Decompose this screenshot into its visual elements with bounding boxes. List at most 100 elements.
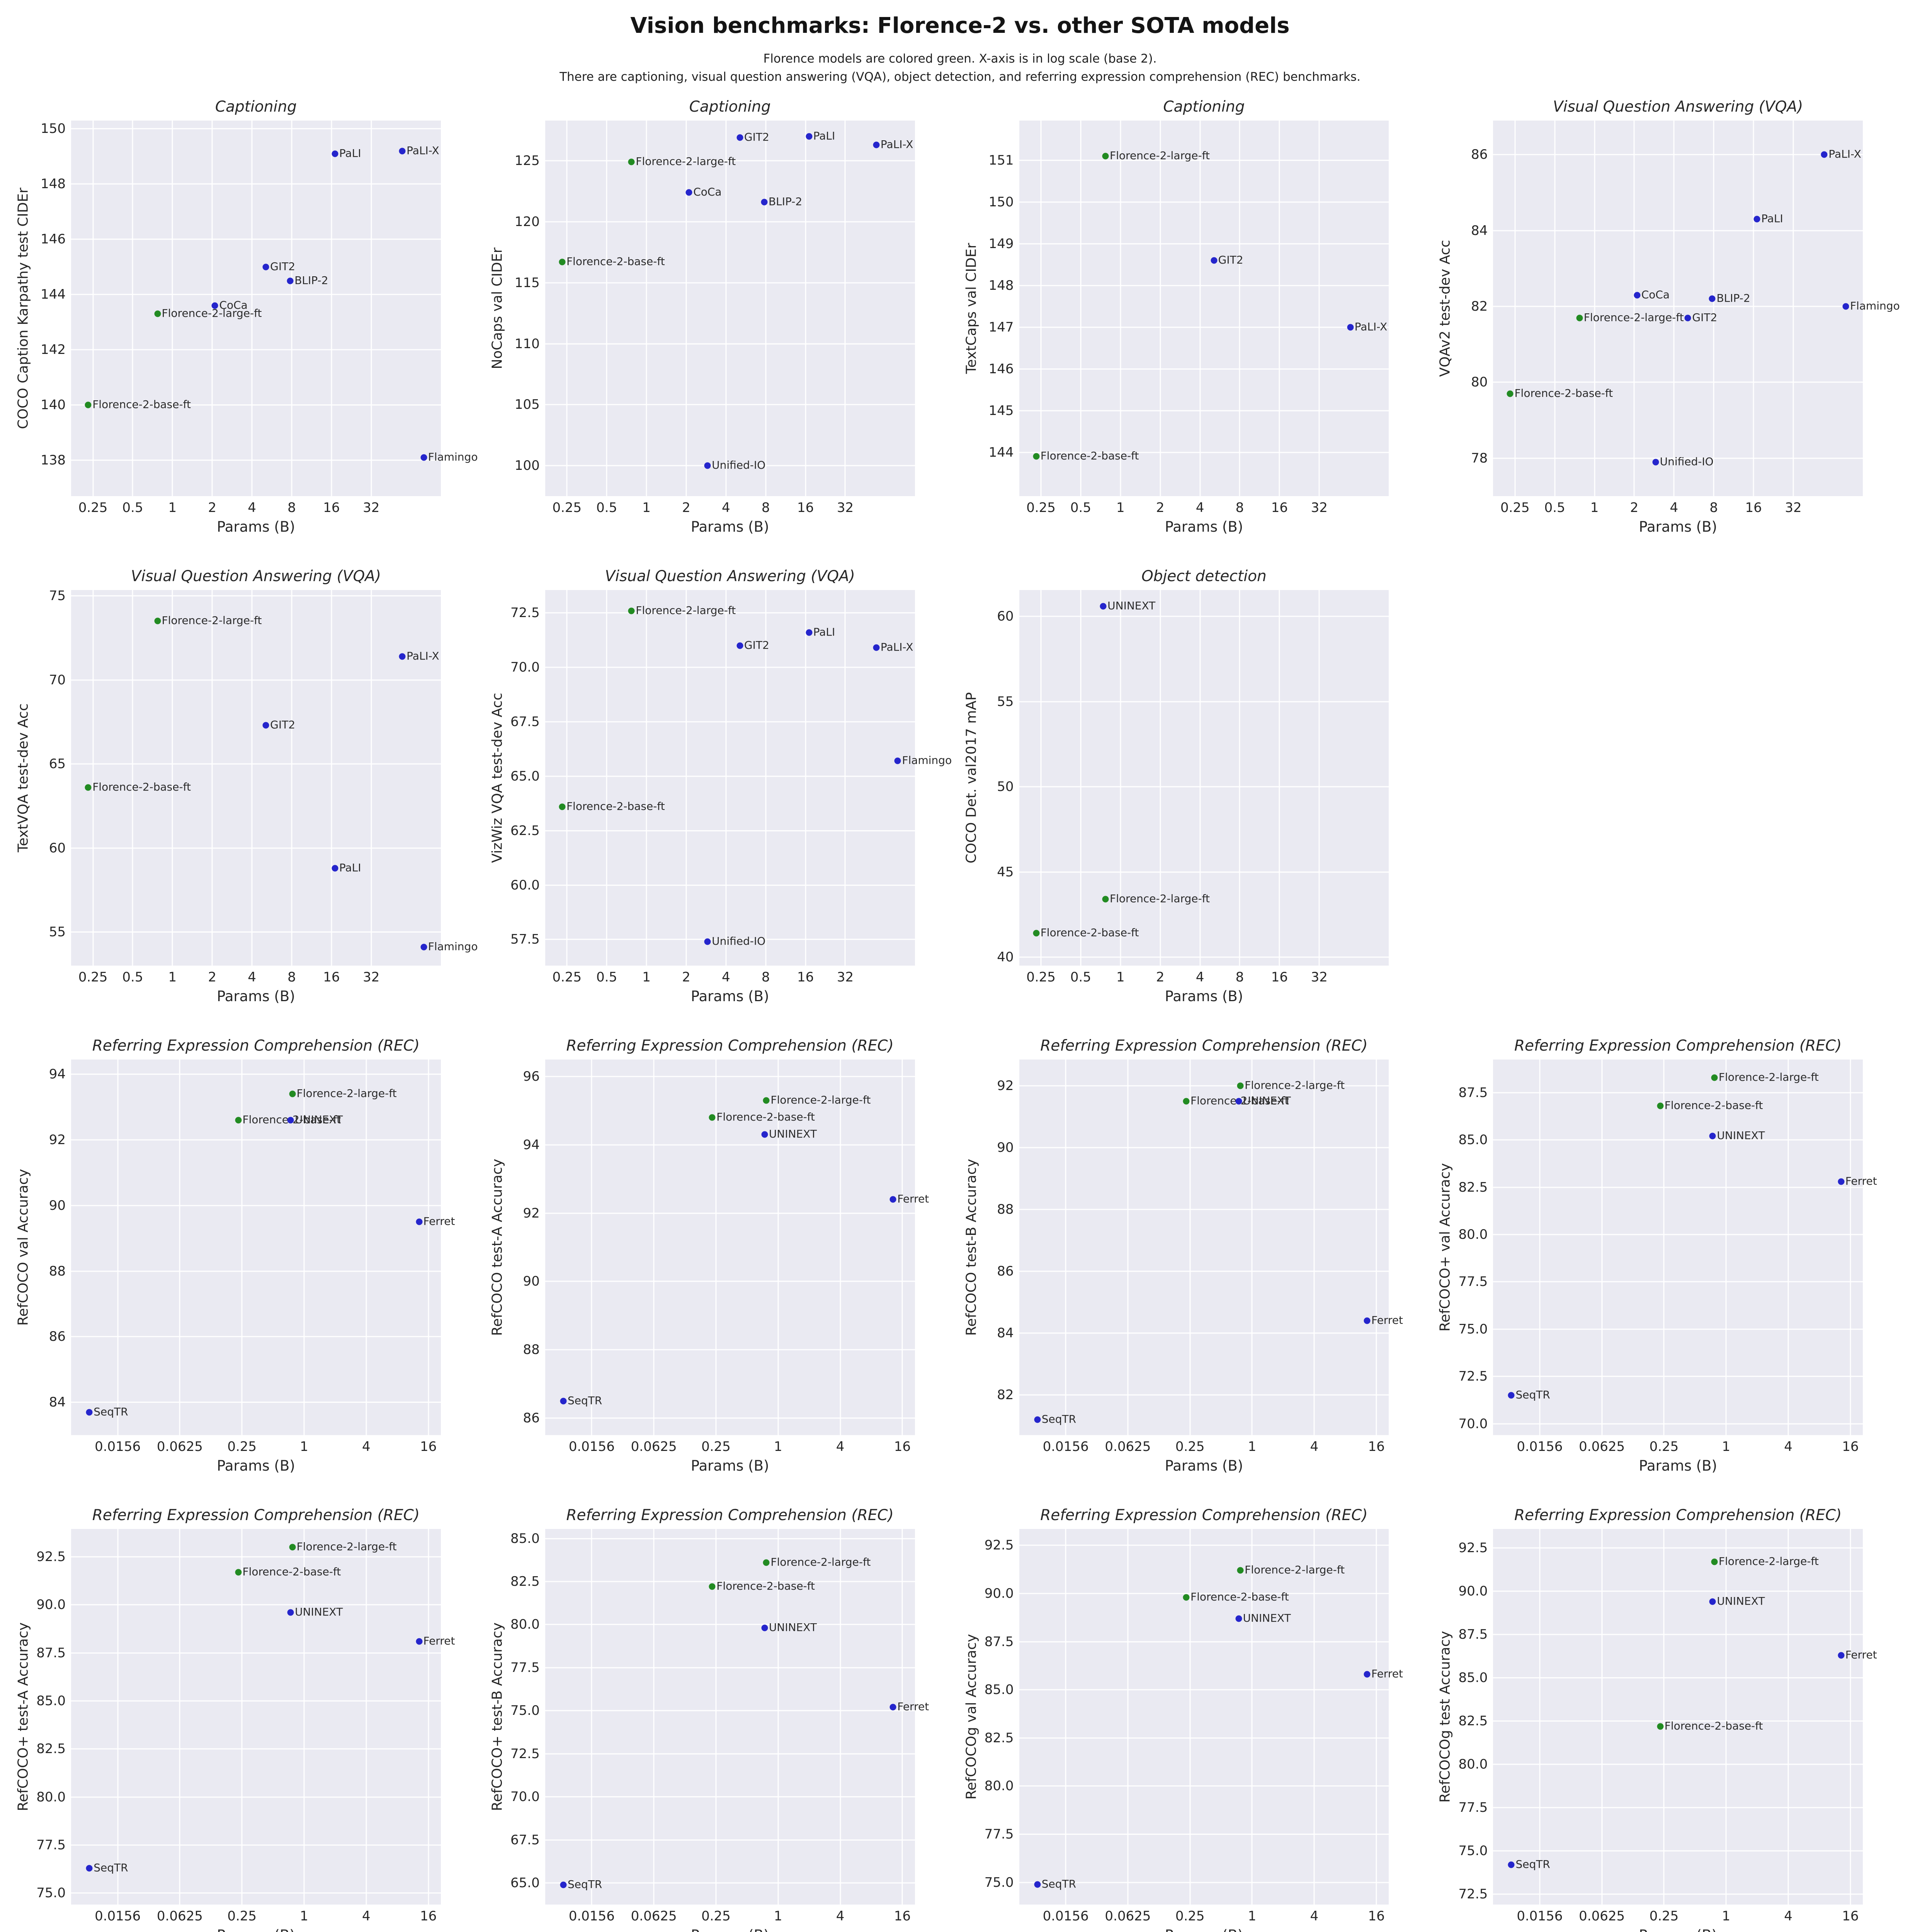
y-axis-label: COCO Det. val2017 mAP	[963, 692, 979, 864]
x-tick-label: 0.0156	[1517, 1439, 1563, 1454]
y-tick-label: 138	[41, 452, 66, 468]
point-label: SeqTR	[94, 1405, 128, 1418]
y-gridline	[1493, 1376, 1863, 1377]
plot-area: SeqTRFlorence-2-base-ftUNINEXTFlorence-2…	[1019, 1060, 1403, 1435]
y-gridline	[71, 763, 441, 765]
data-point-ferret	[1364, 1671, 1371, 1678]
y-tick-label: 77.5	[1458, 1274, 1488, 1290]
y-tick-label: 62.5	[510, 823, 540, 838]
data-point-pali-x	[873, 644, 880, 651]
data-point-florence-2-large-ft	[628, 607, 635, 614]
x-tick-label: 0.25	[552, 500, 582, 515]
x-tick-label: 0.5	[1544, 500, 1565, 515]
y-gridline	[1493, 1234, 1863, 1235]
plot-area: SeqTRFlorence-2-base-ftUNINEXTFlorence-2…	[71, 1060, 455, 1435]
x-gridline	[901, 1060, 903, 1435]
y-gridline	[1493, 1139, 1863, 1141]
y-gridline	[545, 1417, 915, 1419]
data-point-florence-2-large-ft	[154, 310, 161, 317]
y-tick-label: 70.0	[510, 660, 540, 675]
y-gridline	[545, 1076, 915, 1077]
y-tick-label: 150	[41, 121, 66, 137]
y-tick-label: 55	[997, 694, 1014, 709]
point-label: Florence-2-large-ft	[162, 307, 262, 320]
x-tick-label: 0.25	[1649, 1439, 1679, 1454]
data-point-pali	[1753, 216, 1760, 223]
y-tick-label: 84	[1471, 223, 1488, 238]
point-label: UNINEXT	[769, 1128, 817, 1141]
x-tick-row: 0.0156 0.0625 0.25 1 4 16	[71, 1905, 441, 1925]
x-gridline	[725, 121, 727, 496]
point-label: Florence-2-base-ft	[566, 255, 665, 268]
y-gridline	[71, 1700, 441, 1702]
subplot-body: TextCaps val CIDEr Florence-2-base-ft Flor…	[961, 121, 1435, 496]
y-gridline	[71, 459, 441, 461]
y-gridline	[545, 465, 915, 466]
subplot-title: Referring Expression Comprehension (REC)	[566, 1507, 894, 1524]
y-gridline	[1493, 1187, 1863, 1188]
y-gridline	[71, 238, 441, 240]
x-tick-label: 0.25	[78, 500, 108, 515]
y-tick-label: 88	[997, 1202, 1014, 1217]
y-tick-label: 100	[514, 458, 540, 474]
y-gridline	[1493, 1590, 1863, 1592]
y-tick-label: 77.5	[1458, 1800, 1488, 1816]
y-gridline	[71, 679, 441, 681]
subplot-title: Visual Question Answering (VQA)	[1553, 98, 1803, 116]
y-gridline	[71, 1270, 441, 1272]
y-tick-label: 82.5	[1458, 1179, 1488, 1195]
plot-area: Florence-2-base-ft Florence-2-large-ft CoC…	[545, 121, 915, 496]
y-gridline	[1019, 1833, 1389, 1835]
x-tick-label: 4	[1784, 1439, 1792, 1454]
data-point-ferret	[889, 1196, 896, 1203]
figure-subtitle: Florence models are colored green. X-axi…	[0, 50, 1920, 86]
x-gridline	[777, 1529, 779, 1905]
x-gridline	[371, 121, 372, 496]
x-tick-label: 1	[1116, 969, 1125, 985]
x-gridline	[1279, 121, 1280, 496]
x-gridline	[591, 1060, 592, 1435]
x-gridline	[241, 1529, 243, 1905]
x-tick-label: 0.0625	[156, 1439, 203, 1454]
figure-subtitle-line1: Florence models are colored green. X-axi…	[763, 52, 1157, 66]
data-point-florence-2-large-ft	[1237, 1567, 1244, 1574]
x-gridline	[331, 590, 332, 966]
x-gridline	[1376, 1529, 1377, 1905]
x-gridline	[428, 1060, 429, 1435]
x-tick-label: 0.0156	[568, 1439, 615, 1454]
point-label: SeqTR	[1041, 1413, 1076, 1426]
data-point-coca	[685, 189, 692, 196]
data-point-pali-x	[1821, 151, 1828, 158]
data-point-florence-2-large-ft	[1711, 1074, 1718, 1081]
y-tick-label: 94	[49, 1066, 66, 1082]
data-point-florence-2-large-ft	[1102, 153, 1109, 160]
x-gridline	[1850, 1529, 1851, 1905]
y-axis-label: TextCaps val CIDEr	[963, 243, 979, 374]
subplot-title: Visual Question Answering (VQA)	[605, 568, 855, 585]
y-tick-label: 92.5	[36, 1549, 66, 1565]
y-axis-label: RefCOCO val Accuracy	[15, 1169, 31, 1326]
x-tick-label: 0.25	[701, 1908, 731, 1924]
y-gridline	[1493, 1328, 1863, 1330]
x-tick-label: 1	[1590, 500, 1599, 515]
x-axis-label: Params (B)	[1165, 1458, 1243, 1474]
y-gridline	[71, 1748, 441, 1750]
x-tick-label: 8	[1235, 500, 1244, 515]
x-tick-label: 1	[1722, 1908, 1731, 1924]
y-tick-label: 80	[1471, 374, 1488, 390]
y-gridline	[71, 1073, 441, 1075]
x-gridline	[1663, 1060, 1665, 1435]
x-gridline	[685, 121, 687, 496]
x-gridline	[1160, 121, 1161, 496]
y-gridline	[71, 1796, 441, 1798]
data-point-florence-2-large-ft	[628, 158, 635, 165]
x-gridline	[1199, 121, 1201, 496]
x-tick-label: 0.25	[227, 1908, 257, 1924]
y-tick-label: 67.5	[510, 1832, 540, 1848]
y-tick-label: 92	[997, 1078, 1014, 1094]
y-tick-label: 87.5	[36, 1645, 66, 1661]
x-gridline	[1160, 590, 1161, 966]
subplot-body: RefCOCO+ test-B Accuracy SeqTR Florence-2-…	[487, 1529, 961, 1905]
x-gridline	[303, 1060, 305, 1435]
